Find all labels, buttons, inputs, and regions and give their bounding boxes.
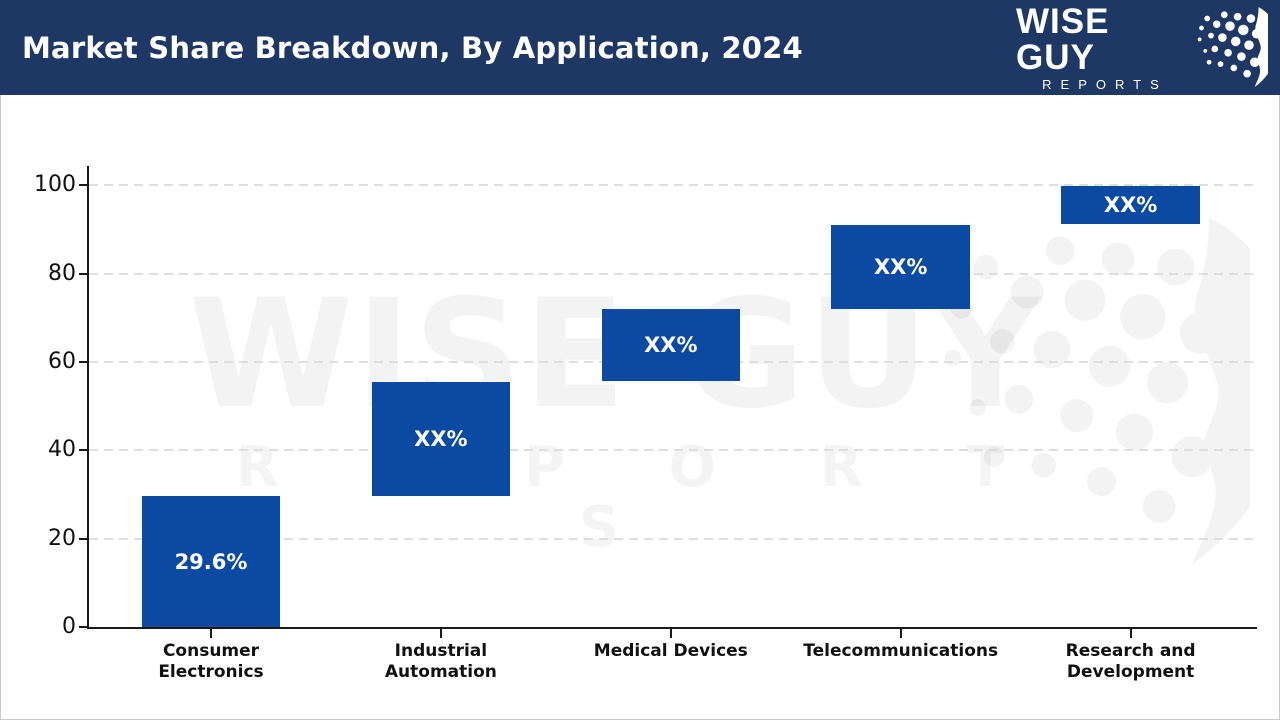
bar xyxy=(141,496,281,627)
x-tick-label-line: Development xyxy=(1066,662,1195,682)
bar-label: XX% xyxy=(644,333,698,358)
bar xyxy=(601,309,741,382)
y-tick-mark xyxy=(79,537,88,540)
x-tick-label-line: Consumer xyxy=(162,641,260,661)
y-tick-mark xyxy=(79,449,88,452)
y-tick-mark xyxy=(79,626,88,628)
bar xyxy=(371,382,511,497)
y-tick-mark xyxy=(79,360,88,363)
x-tick-label-line: Telecommunications xyxy=(803,641,999,661)
grid-line xyxy=(89,272,1256,275)
y-axis-line xyxy=(87,166,89,629)
y-tick-label: 40 xyxy=(48,437,76,463)
x-tick-mark xyxy=(669,629,672,638)
page-title: Market Share Breakdown, By Application, … xyxy=(22,30,803,65)
y-tick-label: 20 xyxy=(48,525,76,551)
logo-subtitle: REPORTS xyxy=(1042,77,1168,92)
logo-head-icon xyxy=(1197,7,1268,87)
x-tick-label: Research and Development xyxy=(1016,641,1246,683)
x-tick-label-line: Medical Devices xyxy=(593,641,748,661)
x-tick-mark xyxy=(210,629,212,638)
x-tick-label-line: Research and xyxy=(1065,641,1196,661)
logo-wordmark: WISE GUY xyxy=(1016,2,1110,77)
waterfall-chart: 0 20 40 60 80 100 29.6% Consumer Electronics XX% I… xyxy=(0,95,1280,720)
bar xyxy=(831,224,970,309)
grid-line xyxy=(89,449,1256,452)
y-tick-label: 100 xyxy=(34,172,76,198)
y-tick-label: 0 xyxy=(62,614,76,639)
y-tick-label: 80 xyxy=(48,260,76,286)
x-tick-mark xyxy=(899,629,902,638)
logo-text: WISE GUY REPORTS xyxy=(1016,2,1190,93)
x-tick-label-line: Industrial xyxy=(394,641,488,661)
bar-label: XX% xyxy=(414,427,468,452)
bar-label: 29.6% xyxy=(174,549,248,574)
grid-line xyxy=(89,184,1256,187)
logo: WISE GUY REPORTS xyxy=(1016,2,1268,93)
y-tick-mark xyxy=(79,184,88,187)
x-tick-label-line: Automation xyxy=(384,662,497,682)
bar-label: XX% xyxy=(873,254,928,279)
grid-line xyxy=(89,537,1256,540)
x-tick-label: Consumer Electronics xyxy=(96,641,326,683)
bar-label: XX% xyxy=(1103,193,1158,218)
bar xyxy=(1061,186,1200,225)
x-tick-mark xyxy=(439,629,442,638)
x-tick-label: Industrial Automation xyxy=(326,641,556,683)
x-tick-label: Medical Devices xyxy=(556,641,786,662)
x-tick-label: Telecommunications xyxy=(786,641,1016,662)
x-axis-line xyxy=(87,627,1257,629)
x-tick-mark xyxy=(1129,629,1132,638)
x-tick-label-line: Electronics xyxy=(158,662,264,682)
y-tick-label: 60 xyxy=(48,348,76,374)
header: Market Share Breakdown, By Application, … xyxy=(0,0,1280,95)
y-tick-mark xyxy=(79,272,88,275)
